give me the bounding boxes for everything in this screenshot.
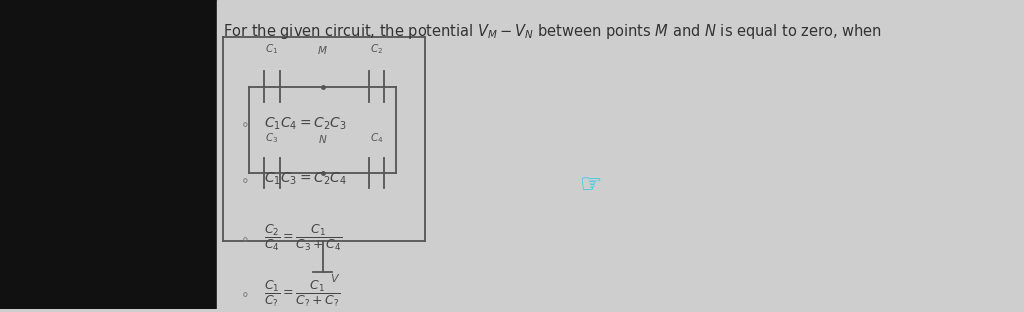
Text: $C_3$: $C_3$ <box>265 131 279 145</box>
Text: For the given circuit, the potential $V_M - V_N$ between points $M$ and $N$ is e: For the given circuit, the potential $V_… <box>223 22 882 41</box>
Text: $M$: $M$ <box>317 44 328 56</box>
Text: $V$: $V$ <box>331 272 341 284</box>
Text: $C_1$: $C_1$ <box>265 42 279 56</box>
Text: $\dfrac{C_1}{C_?} = \dfrac{C_1}{C_?+C_?}$: $\dfrac{C_1}{C_?} = \dfrac{C_1}{C_?+C_?}… <box>264 278 340 309</box>
Text: ☞: ☞ <box>581 173 602 197</box>
Text: $C_1C_3 = C_2C_4$: $C_1C_3 = C_2C_4$ <box>264 171 347 188</box>
Text: $\circ$: $\circ$ <box>241 231 249 245</box>
Text: $\circ$: $\circ$ <box>241 117 249 131</box>
Text: $C_4$: $C_4$ <box>370 131 383 145</box>
Text: $C_2$: $C_2$ <box>370 42 383 56</box>
Text: $N$: $N$ <box>317 133 328 145</box>
Text: $\circ$: $\circ$ <box>241 172 249 186</box>
Text: $\circ$: $\circ$ <box>241 286 249 300</box>
Text: $C_1C_4 = C_2C_3$: $C_1C_4 = C_2C_3$ <box>264 115 347 132</box>
Bar <box>217 0 978 309</box>
Text: $\dfrac{C_2}{C_4} = \dfrac{C_1}{C_3+C_4}$: $\dfrac{C_2}{C_4} = \dfrac{C_1}{C_3+C_4}… <box>264 223 342 253</box>
Bar <box>0 0 217 309</box>
